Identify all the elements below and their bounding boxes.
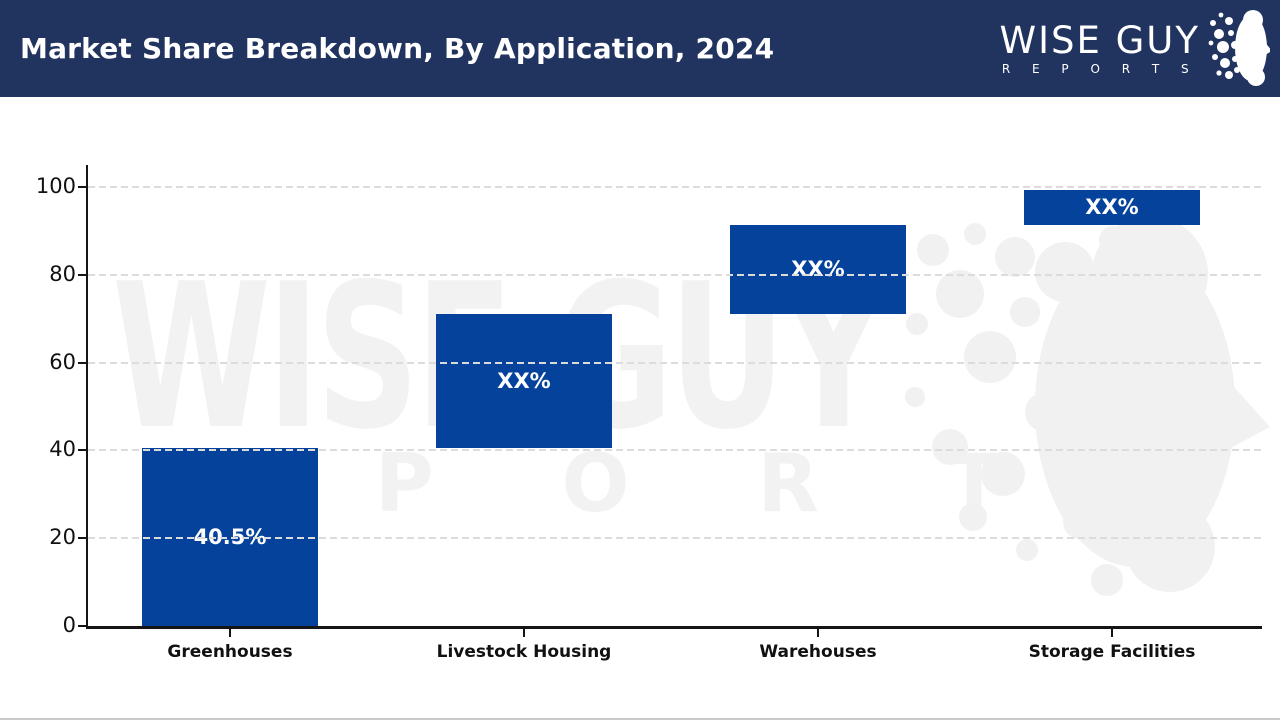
- bottom-border-line: [0, 718, 1280, 720]
- x-axis-category-label: Greenhouses: [167, 642, 293, 662]
- y-axis-tick-label: 20: [49, 525, 76, 550]
- y-axis-tick-label: 100: [35, 174, 76, 198]
- x-axis-category-label: Warehouses: [759, 642, 877, 662]
- bar-value-label: XX%: [791, 257, 845, 282]
- x-axis-tickmark: [523, 629, 525, 637]
- gridline: [88, 273, 1262, 276]
- y-axis-tickmark: [78, 273, 86, 276]
- y-axis-tick-label: 60: [49, 349, 76, 374]
- y-axis-tick-label: 80: [49, 261, 76, 286]
- logo-text: WISE GUY R E P O R T S: [1000, 22, 1200, 76]
- y-axis-tickmark: [78, 361, 86, 364]
- x-axis-category-label: Storage Facilities: [1028, 642, 1196, 662]
- logo-subtext: R E P O R T S: [1001, 62, 1198, 76]
- bar-value-label: 40.5%: [193, 525, 267, 550]
- y-axis-tickmark: [78, 537, 86, 540]
- wise-guy-reports-logo: WISE GUY R E P O R T S: [1000, 6, 1270, 92]
- bar-value-label: XX%: [497, 369, 551, 394]
- chart-plot-area: 0 20 40 60 80 100 40.5% XX% XX% XX% Greenhouses Liv…: [0, 97, 1280, 718]
- bar-value-label: XX%: [1085, 195, 1139, 220]
- y-axis-tickmark: [78, 186, 86, 188]
- x-axis-tickmark: [817, 629, 819, 637]
- y-axis-tick-label: 0: [62, 613, 76, 637]
- y-axis-tickmark: [78, 449, 86, 452]
- bar-warehouses: XX%: [730, 224, 906, 314]
- watermark-face-logo: [905, 216, 1270, 596]
- chart-title: Market Share Breakdown, By Application, …: [20, 32, 775, 65]
- x-axis-tickmark: [1111, 629, 1113, 637]
- gridline: [88, 449, 1262, 452]
- bar-livestock-housing: XX%: [436, 313, 612, 449]
- y-axis-line: [86, 165, 88, 628]
- logo-wordmark: WISE GUY: [999, 19, 1200, 62]
- y-axis-tick-label: 40: [49, 437, 76, 462]
- x-axis-tickmark: [229, 629, 231, 637]
- header-bar: Market Share Breakdown, By Application, …: [0, 0, 1280, 97]
- gridline: [88, 361, 1262, 364]
- bar-storage-facilities: XX%: [1024, 190, 1200, 225]
- bar-greenhouses: 40.5%: [142, 448, 318, 626]
- gridline: [88, 537, 1262, 540]
- x-axis-line: [86, 626, 1262, 629]
- logo-face-icon: [1208, 10, 1270, 86]
- y-axis-tickmark: [78, 625, 86, 627]
- gridline: [88, 186, 1262, 188]
- x-axis-category-label: Livestock Housing: [436, 642, 612, 662]
